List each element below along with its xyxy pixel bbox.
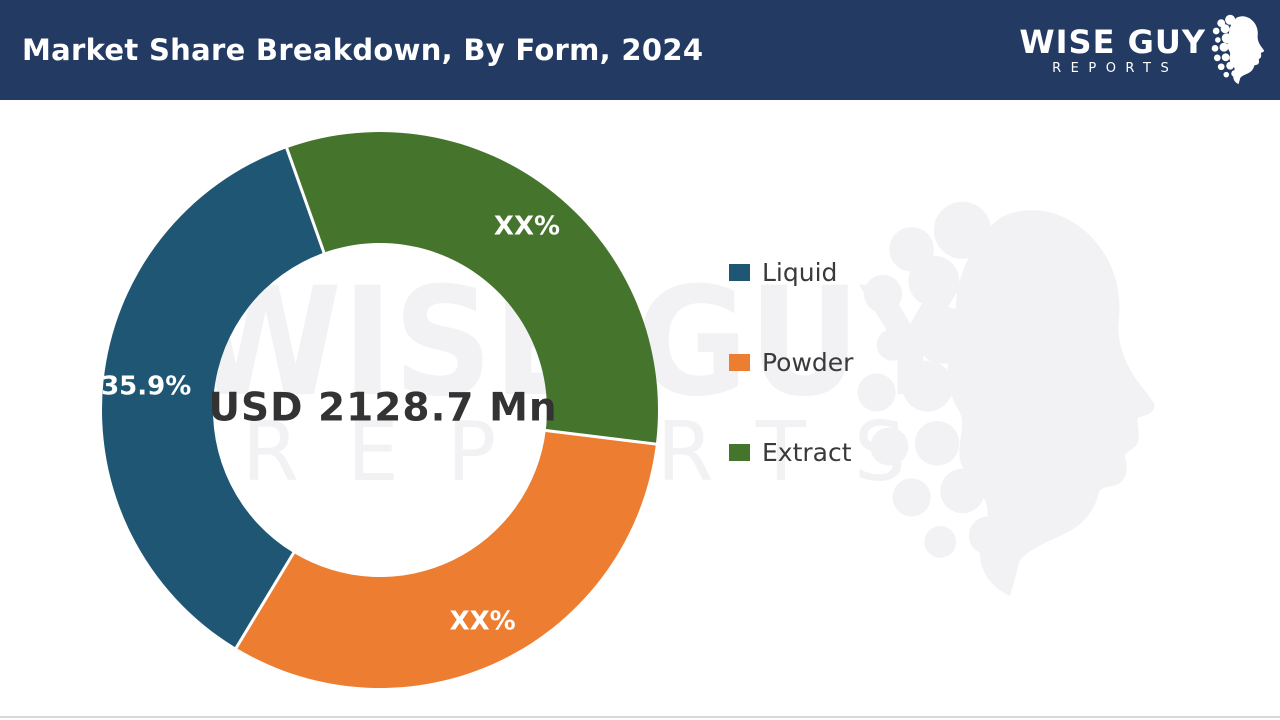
slice-divider [233, 548, 297, 651]
brand-logo: WISE GUY REPORTS [1019, 0, 1266, 100]
logo-subtext: REPORTS [1052, 60, 1179, 76]
legend: Liquid Powder Extract [729, 258, 853, 466]
slice-liquid [102, 148, 324, 648]
legend-swatch-powder [729, 353, 750, 371]
slice-label-powder: XX% [450, 606, 516, 636]
legend-item-powder: Powder [729, 348, 853, 376]
chart-center-value: USD 2128.7 Mn [208, 385, 558, 431]
legend-label-powder: Powder [762, 347, 854, 377]
slice-extract [286, 131, 658, 445]
slice-label-liquid: 35.9% [101, 371, 191, 401]
slice-label-extract: XX% [494, 212, 560, 242]
logo-head-icon [1211, 14, 1264, 85]
logo-text: WISE GUY REPORTS [1019, 26, 1206, 75]
legend-item-extract: Extract [729, 438, 853, 466]
header-bar: Market Share Breakdown, By Form, 2024 WI… [0, 0, 1280, 100]
legend-item-liquid: Liquid [729, 258, 853, 286]
slice-divider [541, 428, 659, 446]
page-title: Market Share Breakdown, By Form, 2024 [22, 33, 704, 67]
legend-label-liquid: Liquid [762, 257, 838, 287]
slice-divider [284, 145, 327, 257]
slice-powder [236, 430, 656, 688]
legend-label-extract: Extract [762, 437, 852, 467]
logo-wordmark: WISE GUY [1019, 22, 1206, 61]
donut-chart: XX% XX% 35.9% [101, 131, 659, 688]
legend-swatch-liquid [729, 263, 750, 281]
footer-divider [0, 716, 1280, 718]
legend-swatch-extract [729, 443, 750, 461]
